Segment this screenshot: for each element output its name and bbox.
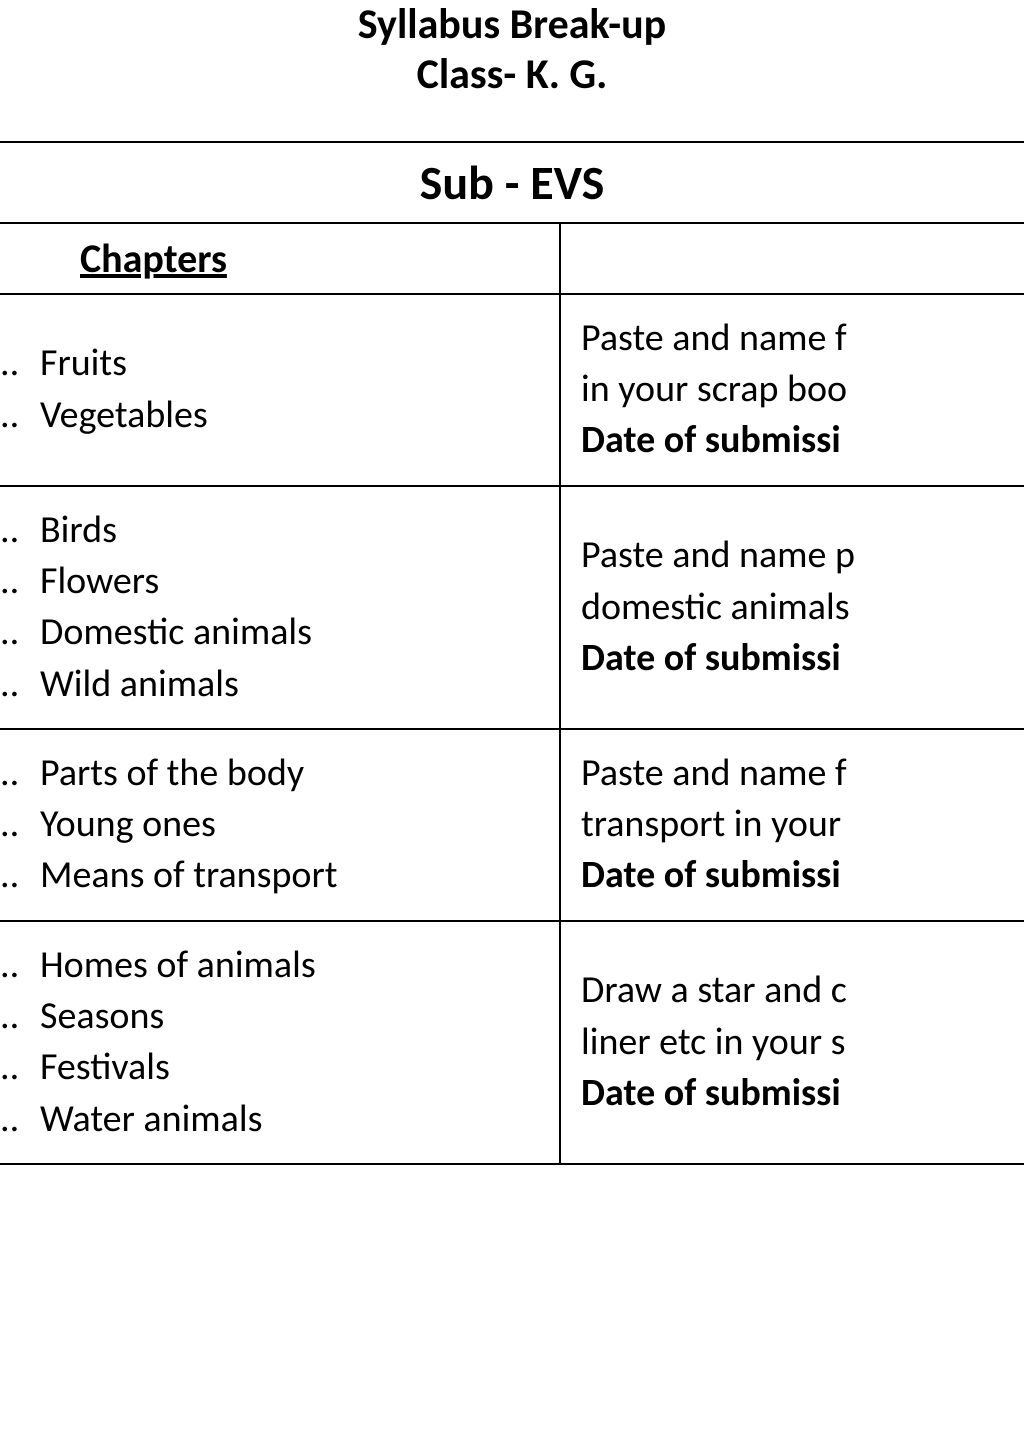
chapter-marker: ..: [0, 850, 40, 901]
submission-date-label: Date of submissi: [581, 850, 1012, 901]
chapters-header: Chapters: [20, 234, 227, 283]
subject-label: Sub - EVS: [420, 153, 605, 212]
chapter-item: ..Domestic animals: [0, 607, 547, 658]
activity-text: in your scrap boo: [581, 364, 1012, 415]
chapter-marker: ..: [0, 991, 40, 1042]
activity-text: liner etc in your s: [581, 1017, 1012, 1068]
table-row: ..Birds ..Flowers ..Domestic animals ..W…: [0, 486, 1024, 729]
chapter-marker: ..: [0, 505, 40, 556]
chapter-marker: ..: [0, 940, 40, 991]
chapter-text: Domestic animals: [40, 609, 312, 655]
chapter-marker: ..: [0, 748, 40, 799]
chapter-text: Homes of animals: [40, 942, 316, 988]
chapter-item: ..Flowers: [0, 556, 547, 607]
chapter-marker: ..: [0, 338, 40, 389]
chapter-item: ..Seasons: [0, 991, 547, 1042]
activity-cell: Draw a star and c liner etc in your s Da…: [560, 921, 1024, 1164]
chapter-item: ..Young ones: [0, 799, 547, 850]
chapter-text: Birds: [40, 507, 117, 553]
activity-text: Paste and name f: [581, 313, 1012, 364]
chapters-cell: ..Parts of the body ..Young ones ..Means…: [0, 729, 560, 921]
table-row: ..Fruits ..Vegetables Paste and name f i…: [0, 294, 1024, 486]
chapter-marker: ..: [0, 390, 40, 441]
submission-date-label: Date of submissi: [581, 633, 1012, 684]
activity-text: transport in your: [581, 799, 1012, 850]
chapter-text: Parts of the body: [40, 750, 304, 796]
chapter-item: ..Birds: [0, 505, 547, 556]
chapter-item: ..Homes of animals: [0, 940, 547, 991]
chapter-item: ..Festivals: [0, 1042, 547, 1093]
submission-date-label: Date of submissi: [581, 415, 1012, 466]
chapter-item: ..Fruits: [0, 338, 547, 389]
chapter-marker: ..: [0, 1042, 40, 1093]
chapter-item: ..Water animals: [0, 1094, 547, 1145]
activity-cell: Paste and name p domestic animals Date o…: [560, 486, 1024, 729]
activity-cell: Paste and name f in your scrap boo Date …: [560, 294, 1024, 486]
syllabus-table-container: Sub - EVS Chapters ..Fruits ..Vegetables: [0, 141, 1024, 1165]
chapter-marker: ..: [0, 556, 40, 607]
table-row: ..Parts of the body ..Young ones ..Means…: [0, 729, 1024, 921]
chapter-text: Young ones: [40, 801, 216, 847]
chapter-item: ..Vegetables: [0, 390, 547, 441]
main-title: Syllabus Break-up: [0, 0, 1024, 50]
chapter-marker: ..: [0, 659, 40, 710]
chapter-marker: ..: [0, 799, 40, 850]
chapter-marker: ..: [0, 607, 40, 658]
subject-row: Sub - EVS: [0, 142, 1024, 223]
activity-cell: Paste and name f transport in your Date …: [560, 729, 1024, 921]
chapter-text: Seasons: [40, 993, 164, 1039]
activity-text: Paste and name p: [581, 530, 1012, 581]
chapter-item: ..Parts of the body: [0, 748, 547, 799]
chapters-cell: ..Fruits ..Vegetables: [0, 294, 560, 486]
chapter-text: Water animals: [40, 1096, 262, 1142]
chapter-item: ..Means of transport: [0, 850, 547, 901]
chapter-text: Means of transport: [40, 852, 337, 898]
chapter-text: Wild animals: [40, 661, 239, 707]
chapter-text: Fruits: [40, 340, 127, 386]
chapters-cell: ..Homes of animals ..Seasons ..Festivals…: [0, 921, 560, 1164]
activity-text: domestic animals: [581, 582, 1012, 633]
subject-cell: Sub - EVS: [0, 142, 1024, 223]
submission-date-label: Date of submissi: [581, 1068, 1012, 1119]
title-block: Syllabus Break-up Class- K. G.: [0, 0, 1024, 141]
chapter-item: ..Wild animals: [0, 659, 547, 710]
chapters-header-cell: Chapters: [0, 223, 560, 294]
activity-text: Draw a star and c: [581, 965, 1012, 1016]
activity-header-cell: [560, 223, 1024, 294]
syllabus-document: Syllabus Break-up Class- K. G. Sub - EVS…: [0, 0, 1024, 1432]
class-subtitle: Class- K. G.: [0, 50, 1024, 100]
chapter-text: Vegetables: [40, 392, 208, 438]
syllabus-table: Sub - EVS Chapters ..Fruits ..Vegetables: [0, 141, 1024, 1165]
table-row: ..Homes of animals ..Seasons ..Festivals…: [0, 921, 1024, 1164]
activity-text: Paste and name f: [581, 748, 1012, 799]
header-row: Chapters: [0, 223, 1024, 294]
chapter-text: Festivals: [40, 1044, 170, 1090]
chapter-text: Flowers: [40, 558, 159, 604]
chapter-marker: ..: [0, 1094, 40, 1145]
chapters-cell: ..Birds ..Flowers ..Domestic animals ..W…: [0, 486, 560, 729]
